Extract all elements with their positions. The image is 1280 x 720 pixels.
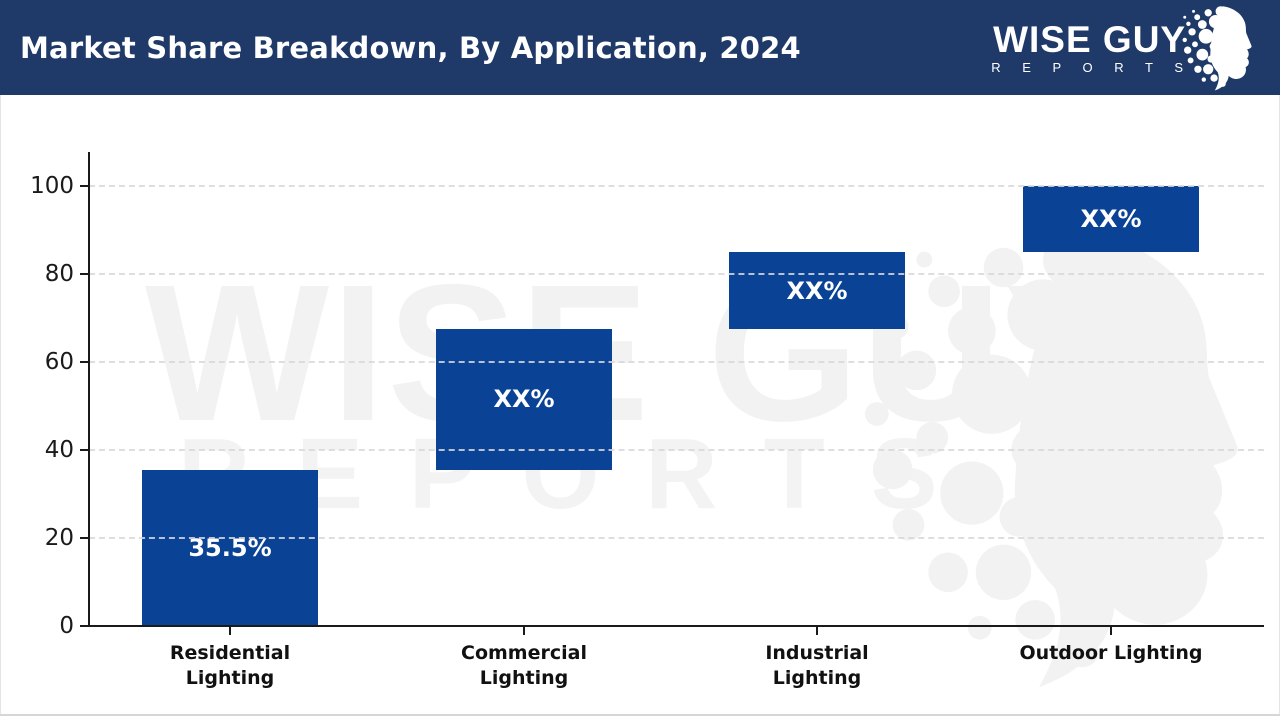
- page-title: Market Share Breakdown, By Application, …: [20, 30, 801, 65]
- bar-value-label: XX%: [1080, 205, 1142, 233]
- header-bar: Market Share Breakdown, By Application, …: [0, 0, 1280, 95]
- gridline-20: [89, 537, 1264, 539]
- x-tick-mark: [1110, 627, 1112, 635]
- gridline-60: [89, 361, 1264, 363]
- bottom-border-line: [0, 714, 1280, 716]
- bar-value-label: XX%: [493, 385, 555, 414]
- watermark-face-icon: [853, 220, 1249, 695]
- x-tick-mark: [523, 627, 525, 635]
- x-axis-label: Residential Lighting: [169, 642, 291, 689]
- x-axis-label: Outdoor Lighting: [1019, 642, 1203, 664]
- y-tick-mark: [80, 625, 89, 627]
- y-axis-line: [88, 152, 90, 627]
- y-tick-mark: [80, 361, 89, 363]
- y-tick-label: 60: [44, 349, 74, 375]
- y-tick-mark: [80, 449, 89, 451]
- y-tick-mark: [80, 537, 89, 539]
- brand-face-icon: [1180, 4, 1254, 92]
- gridline-100: [89, 185, 1264, 187]
- y-tick-mark: [80, 273, 89, 275]
- y-tick-label: 20: [44, 525, 74, 551]
- brand-subtitle: R E P O R T S: [991, 60, 1192, 75]
- brand-name: WISE GUY: [993, 19, 1187, 60]
- y-tick-label: 0: [59, 613, 74, 639]
- watermark-text: WISE GUY: [145, 244, 1137, 462]
- x-tick-mark: [229, 627, 231, 635]
- y-tick-label: 40: [44, 437, 74, 463]
- brand-logo: WISE GUY R E P O R T S: [987, 4, 1254, 92]
- bar-commercial-lighting: XX%: [436, 329, 612, 470]
- bar-value-label: XX%: [786, 276, 848, 305]
- y-tick-label: 100: [30, 173, 74, 199]
- y-tick-mark: [80, 185, 89, 187]
- bar-residential-lighting: 35.5%: [142, 469, 318, 626]
- x-tick-mark: [816, 627, 818, 635]
- x-axis-line: [89, 625, 1264, 627]
- x-axis-label: Industrial Lighting: [765, 642, 869, 689]
- x-axis-label: Commercial Lighting: [461, 642, 587, 689]
- gridline-80: [89, 273, 1264, 275]
- y-tick-label: 80: [44, 261, 74, 287]
- bar-industrial-lighting: XX%: [729, 252, 905, 329]
- gridline-40: [89, 449, 1264, 451]
- bar-outdoor-lighting: XX%: [1023, 186, 1199, 252]
